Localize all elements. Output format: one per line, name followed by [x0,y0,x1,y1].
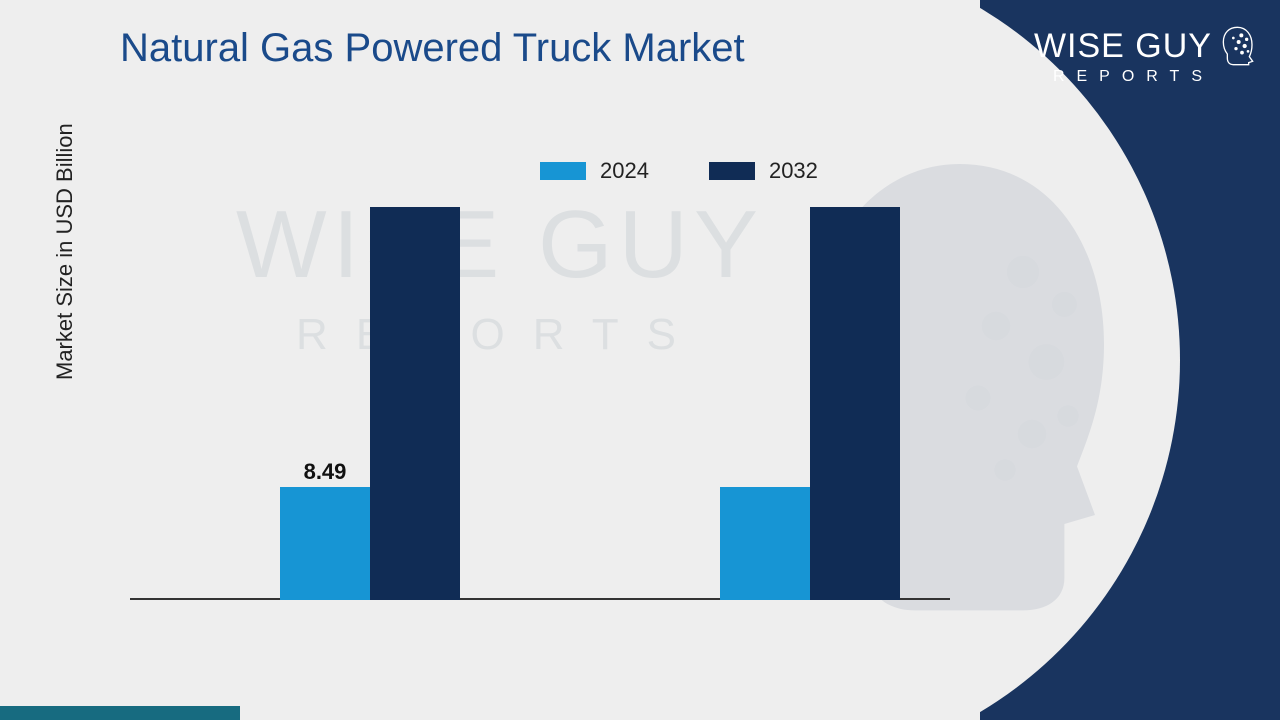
bar-lng-2032 [370,207,460,600]
brand-head-icon [1220,26,1256,66]
legend-label-2024: 2024 [600,158,649,184]
bar-cng-2024 [720,487,810,600]
y-axis-label: Market Size in USD Billion [52,123,78,380]
legend-item-2032: 2032 [709,158,818,184]
legend-label-2032: 2032 [769,158,818,184]
plot-area: 8.49 liquefiednaturalgas compressednatur… [130,200,950,600]
bar-cng-2032 [810,207,900,600]
legend-item-2024: 2024 [540,158,649,184]
bottom-accent-bar [0,706,240,720]
brand-line2: REPORTS [996,68,1256,86]
chart-title: Natural Gas Powered Truck Market [120,26,745,71]
brand-logo: WISE GUY REPORTS [996,26,1256,86]
legend-swatch-2024 [540,162,586,180]
brand-line1: WISE GUY [1034,27,1212,66]
legend: 2024 2032 [540,158,818,184]
bar-lng-2024: 8.49 [280,487,370,600]
data-label-lng-2024: 8.49 [280,459,370,485]
legend-swatch-2032 [709,162,755,180]
